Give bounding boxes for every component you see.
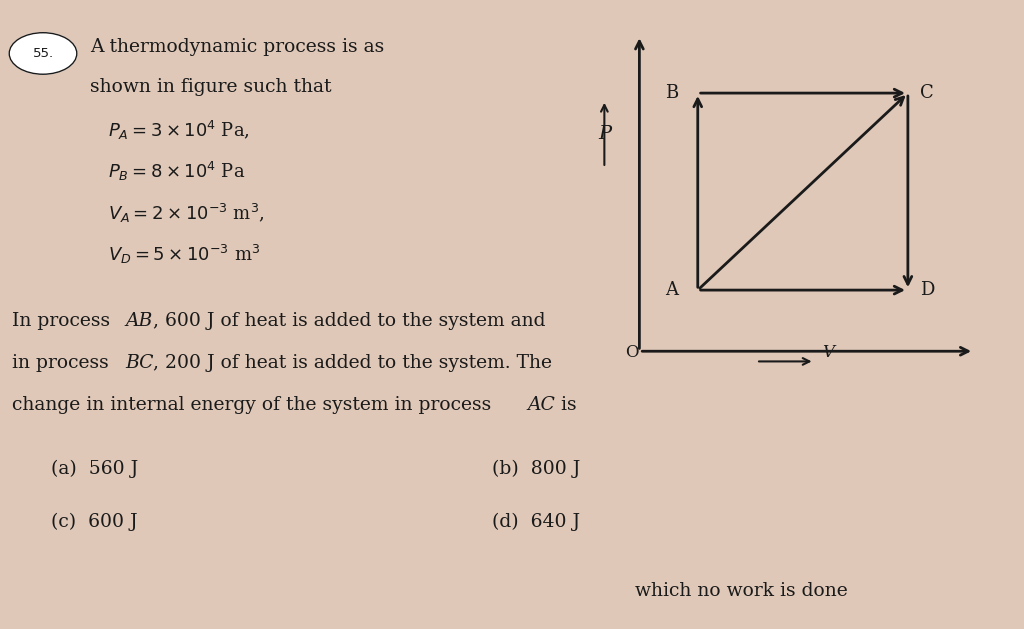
Text: (c)  600 J: (c) 600 J — [51, 513, 138, 532]
Text: BC: BC — [125, 354, 154, 372]
Text: D: D — [920, 281, 934, 299]
Text: P: P — [598, 125, 611, 143]
Text: 55.: 55. — [33, 47, 53, 60]
Circle shape — [9, 33, 77, 74]
Text: $P_B = 8 \times 10^4$ Pa: $P_B = 8 \times 10^4$ Pa — [108, 160, 245, 183]
Text: which no work is done: which no work is done — [635, 582, 848, 600]
Text: A: A — [666, 281, 678, 299]
Text: B: B — [665, 84, 678, 102]
Text: (b)  800 J: (b) 800 J — [492, 459, 580, 478]
Text: in process: in process — [12, 354, 115, 372]
Text: change in internal energy of the system in process: change in internal energy of the system … — [12, 396, 498, 414]
Text: $P_A = 3 \times 10^4$ Pa,: $P_A = 3 \times 10^4$ Pa, — [108, 119, 249, 142]
Text: , 200 J of heat is added to the system. The: , 200 J of heat is added to the system. … — [153, 354, 552, 372]
Text: $V_D = 5 \times 10^{-3}$ m$^3$: $V_D = 5 \times 10^{-3}$ m$^3$ — [108, 243, 260, 266]
Text: V: V — [822, 345, 835, 362]
Text: $V_A = 2 \times 10^{-3}$ m$^3$,: $V_A = 2 \times 10^{-3}$ m$^3$, — [108, 202, 264, 225]
Text: In process: In process — [12, 312, 117, 330]
Text: C: C — [920, 84, 933, 102]
Text: is: is — [555, 396, 577, 414]
Text: (d)  640 J: (d) 640 J — [492, 513, 580, 532]
Text: , 600 J of heat is added to the system and: , 600 J of heat is added to the system a… — [153, 312, 545, 330]
Text: shown in figure such that: shown in figure such that — [90, 78, 332, 96]
Text: O: O — [625, 345, 638, 362]
Text: AC: AC — [527, 396, 555, 414]
Text: AB: AB — [125, 312, 153, 330]
Text: A thermodynamic process is as: A thermodynamic process is as — [90, 38, 384, 56]
Text: (a)  560 J: (a) 560 J — [51, 459, 138, 478]
